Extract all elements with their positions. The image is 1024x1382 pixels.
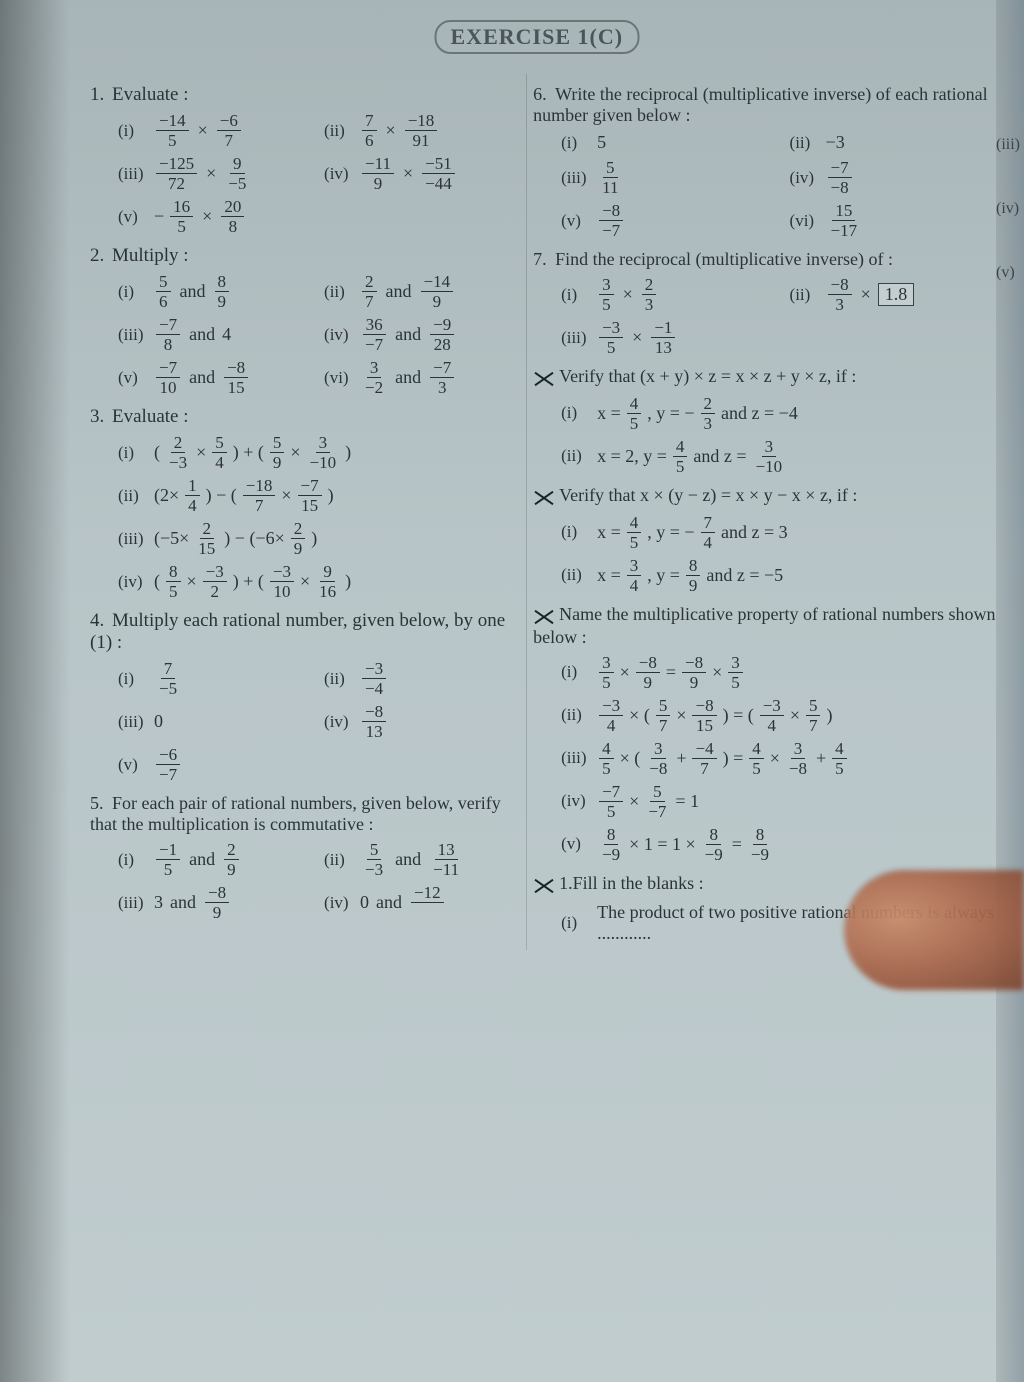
q8-i: (i) x = 45, y = −23 and z = −4 [561, 395, 1004, 432]
q6-ii: (ii)−3 [790, 132, 1004, 153]
q4-title: 4.Multiply each rational number, given b… [90, 610, 516, 654]
q3-ii: (ii) (2×14) − (−187×−715) [118, 477, 516, 514]
q2-vi: (vi) 3−2 and −73 [324, 359, 516, 396]
q10-title: Name the multiplicative property of rati… [533, 604, 1004, 648]
q2-iii: (iii) −78 and 4 [118, 316, 310, 353]
q6-iii: (iii)511 [561, 159, 775, 196]
q8-ii: (ii) x = 2, y = 45 and z = 3−10 [561, 438, 1004, 475]
q4-ii: (ii)−3−4 [324, 660, 516, 697]
q5-ii: (ii) 5−3 and 13−11 [324, 841, 516, 878]
q1-v: (v) − 165 × 208 [118, 198, 310, 235]
cross-mark-icon [533, 874, 555, 896]
q6-title: 6.Write the reciprocal (multiplicative i… [533, 84, 1004, 126]
q1-iv: (iv) −119 × −51−44 [324, 155, 516, 192]
q2-i: (i) 56 and 89 [118, 273, 310, 310]
q4-iii: (iii)0 [118, 711, 310, 732]
q7-ii: (ii) −83 × 1.8 [790, 276, 1004, 313]
finger-overlay [844, 870, 1024, 990]
q10-iii: (iii) 45 × (3−8 + −47) = 45 × 3−8 + 45 [561, 740, 1004, 777]
q2-v: (v) −710 and −815 [118, 359, 310, 396]
q5-i: (i) −15 and 29 [118, 841, 310, 878]
q9-ii: (ii) x = 34, y = 89 and z = −5 [561, 557, 1004, 594]
q7-i: (i) 35 × 23 [561, 276, 775, 313]
q4-iv: (iv)−813 [324, 703, 516, 740]
q1-title: 1.Evaluate : [90, 84, 516, 106]
q5-title: 5.For each pair of rational numbers, giv… [90, 793, 516, 835]
q1-ii: (ii) 76 × −1891 [324, 112, 516, 149]
q4-v: (v)−6−7 [118, 746, 310, 783]
q10-ii: (ii) −34 × (57 × −815) = (−34 × 57) [561, 697, 1004, 734]
q6-v: (v)−8−7 [561, 202, 775, 239]
q10-i: (i) 35 × −89 = −89 × 35 [561, 654, 1004, 691]
q1-iii: (iii) −12572 × 9−5 [118, 155, 310, 192]
q2-title: 2.Multiply : [90, 245, 516, 267]
exercise-header: EXERCISE 1(C) [435, 20, 640, 54]
q3-title: 3.Evaluate : [90, 406, 516, 428]
cross-mark-icon [533, 605, 555, 627]
q2-iv: (iv) 36−7 and −928 [324, 316, 516, 353]
q7-iii: (iii) −35 × −113 [561, 319, 775, 356]
q6-i: (i)5 [561, 132, 775, 153]
q5-iv: (iv) 0 and −12 [324, 884, 516, 921]
q4-i: (i)7−5 [118, 660, 310, 697]
q5-iii: (iii) 3 and −89 [118, 884, 310, 921]
q10-iv: (iv) −75 × 5−7 = 1 [561, 783, 1004, 820]
q1-i: (i) −145 × −67 [118, 112, 310, 149]
q2-ii: (ii) 27 and −149 [324, 273, 516, 310]
q3-iv: (iv) (85×−32) + (−310×916) [118, 563, 516, 600]
q3-i: (i) (2−3×54) + (59×3−10) [118, 434, 516, 471]
cross-mark-icon [533, 367, 555, 389]
q9-i: (i) x = 45, y = −74 and z = 3 [561, 514, 1004, 551]
q6-vi: (vi)15−17 [790, 202, 1004, 239]
right-column: 6.Write the reciprocal (multiplicative i… [526, 74, 1004, 950]
cross-mark-icon [533, 486, 555, 508]
left-column: 1.Evaluate : (i) −145 × −67 (ii) 76 × −1… [90, 74, 516, 950]
q6-iv: (iv)−7−8 [790, 159, 1004, 196]
q10-v: (v) 8−9 × 1 = 1 × 8−9 = 8−9 [561, 826, 1004, 863]
margin-labels: (iii) (iv) (v) [996, 90, 1020, 328]
q8-title: Verify that (x + y) × z = x × z + y × z,… [533, 366, 1004, 389]
q9-title: Verify that x × (y − z) = x × y − x × z,… [533, 485, 1004, 508]
q7-title: 7.Find the reciprocal (multiplicative in… [533, 249, 1004, 270]
q3-iii: (iii) (−5×215) − (−6×29) [118, 520, 516, 557]
